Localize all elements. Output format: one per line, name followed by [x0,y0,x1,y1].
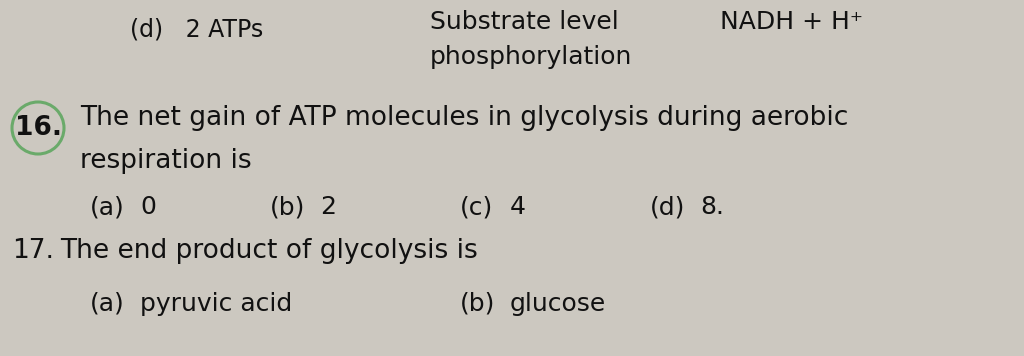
Text: (a): (a) [90,292,125,316]
Text: The end product of glycolysis is: The end product of glycolysis is [60,238,478,264]
Text: 8.: 8. [700,195,724,219]
Text: 0: 0 [140,195,156,219]
Text: pyruvic acid: pyruvic acid [140,292,292,316]
Text: NADH + H⁺: NADH + H⁺ [720,10,863,34]
Text: Substrate level: Substrate level [430,10,618,34]
Text: (b): (b) [460,292,496,316]
Text: 2: 2 [319,195,336,219]
Text: (d)   2 ATPs: (d) 2 ATPs [130,18,263,42]
Text: (a): (a) [90,195,125,219]
Text: (b): (b) [270,195,305,219]
Text: (c): (c) [460,195,494,219]
Text: The net gain of ATP molecules in glycolysis during aerobic: The net gain of ATP molecules in glycoly… [80,105,848,131]
Text: respiration is: respiration is [80,148,252,174]
Text: (d): (d) [650,195,685,219]
Text: 16.: 16. [14,115,61,141]
Text: 17.: 17. [12,238,54,264]
Text: glucose: glucose [510,292,606,316]
Text: phosphorylation: phosphorylation [430,45,633,69]
Text: 4: 4 [510,195,526,219]
